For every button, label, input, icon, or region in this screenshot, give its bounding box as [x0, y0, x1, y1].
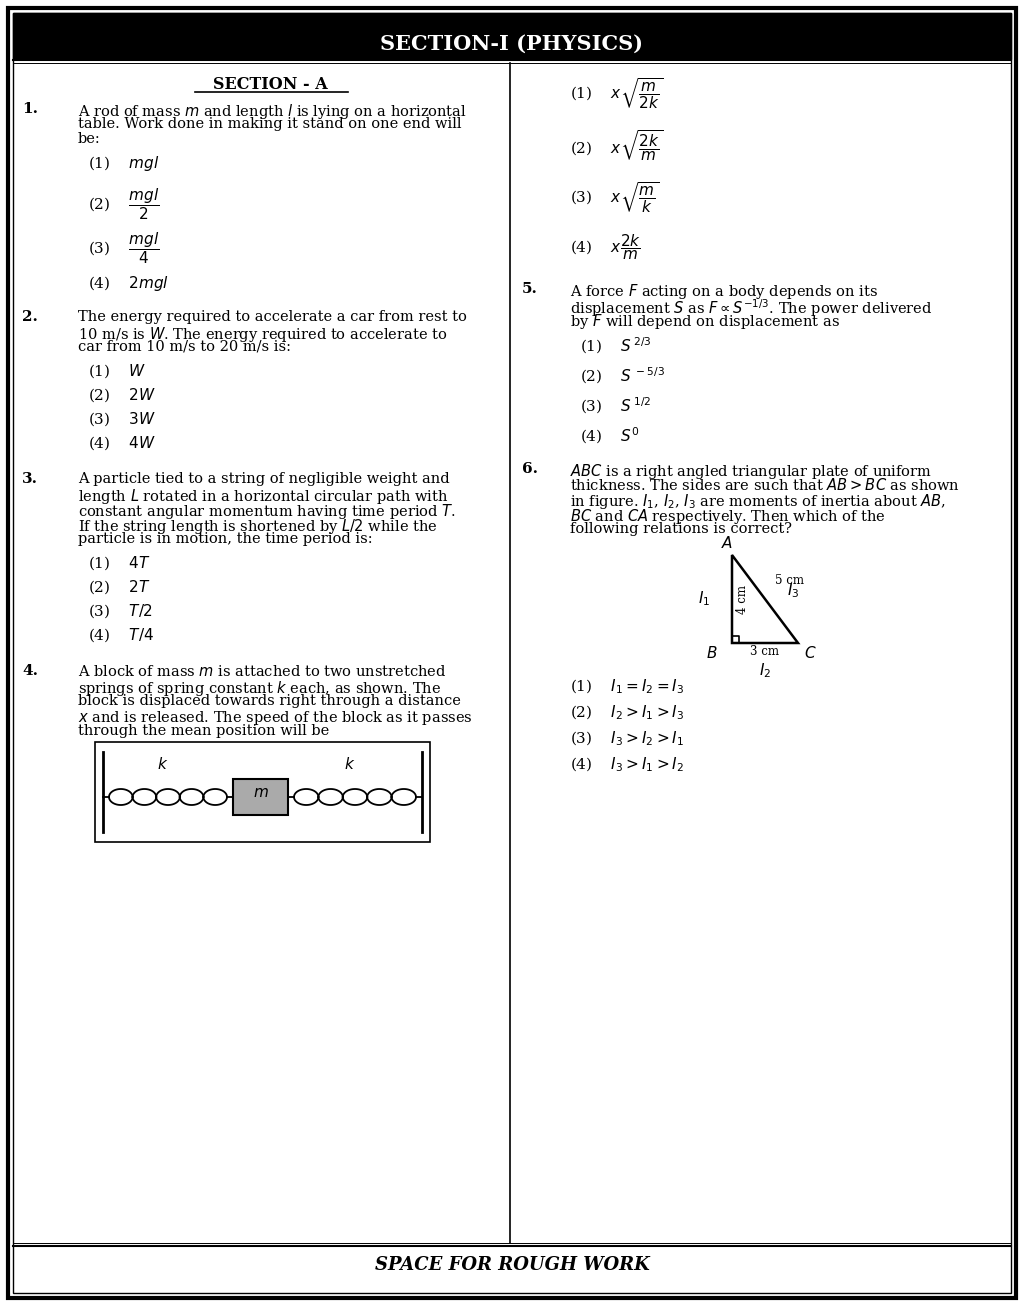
Text: (1)    $4T$: (1) $4T$	[88, 554, 151, 572]
Text: 1.: 1.	[22, 102, 38, 116]
Text: 4 cm: 4 cm	[735, 585, 749, 614]
Text: (3)    $S^{\,1/2}$: (3) $S^{\,1/2}$	[580, 396, 651, 417]
Text: $C$: $C$	[804, 645, 816, 661]
Text: 3.: 3.	[22, 471, 38, 486]
Text: $k$: $k$	[344, 756, 355, 772]
Text: $I_3$: $I_3$	[787, 581, 800, 601]
Text: 5.: 5.	[522, 282, 538, 296]
Text: (1)    $I_1 = I_2 = I_3$: (1) $I_1 = I_2 = I_3$	[570, 678, 684, 696]
Text: (1)    $mgl$: (1) $mgl$	[88, 154, 160, 172]
Text: (1)    $W$: (1) $W$	[88, 362, 146, 380]
Text: through the mean position will be: through the mean position will be	[78, 724, 330, 738]
Text: $B$: $B$	[707, 645, 718, 661]
Text: (4)    $I_3 > I_1 > I_2$: (4) $I_3 > I_1 > I_2$	[570, 756, 684, 774]
Text: The energy required to accelerate a car from rest to: The energy required to accelerate a car …	[78, 310, 467, 324]
Text: (4)    $4W$: (4) $4W$	[88, 434, 157, 452]
Text: (2)    $S^{\,-5/3}$: (2) $S^{\,-5/3}$	[580, 366, 665, 387]
Text: SPACE FOR ROUGH WORK: SPACE FOR ROUGH WORK	[375, 1256, 649, 1273]
Text: $A$: $A$	[721, 535, 733, 551]
Text: springs of spring constant $k$ each, as shown. The: springs of spring constant $k$ each, as …	[78, 679, 441, 697]
Text: following relations is correct?: following relations is correct?	[570, 522, 792, 535]
Bar	[233, 778, 288, 815]
Text: (4)    $T/4$: (4) $T/4$	[88, 626, 155, 644]
Text: be:: be:	[78, 132, 100, 146]
Text: (2)    $\dfrac{mgl}{2}$: (2) $\dfrac{mgl}{2}$	[88, 185, 160, 222]
Text: particle is in motion, the time period is:: particle is in motion, the time period i…	[78, 532, 373, 546]
Text: displacement $S$ as $F \propto S^{-1/3}$. The power delivered: displacement $S$ as $F \propto S^{-1/3}$…	[570, 296, 933, 319]
Text: car from 10 m/s to 20 m/s is:: car from 10 m/s to 20 m/s is:	[78, 340, 291, 354]
Text: table. Work done in making it stand on one end will: table. Work done in making it stand on o…	[78, 118, 462, 131]
Text: (3)    $T/2$: (3) $T/2$	[88, 602, 153, 619]
Text: (3)    $x\sqrt{\dfrac{m}{k}}$: (3) $x\sqrt{\dfrac{m}{k}}$	[570, 180, 659, 214]
Text: 3 cm: 3 cm	[751, 645, 779, 658]
Text: $x$ and is released. The speed of the block as it passes: $x$ and is released. The speed of the bl…	[78, 709, 472, 727]
Bar	[13, 13, 1011, 59]
Text: SECTION - A: SECTION - A	[213, 76, 328, 93]
Text: in figure. $I_1$, $I_2$, $I_3$ are moments of inertia about $AB$,: in figure. $I_1$, $I_2$, $I_3$ are momen…	[570, 492, 946, 511]
Text: A rod of mass $m$ and length $l$ is lying on a horizontal: A rod of mass $m$ and length $l$ is lyin…	[78, 102, 467, 121]
Text: (2)    $x\sqrt{\dfrac{2k}{m}}$: (2) $x\sqrt{\dfrac{2k}{m}}$	[570, 128, 664, 162]
Bar	[95, 742, 430, 842]
Text: block is displaced towards right through a distance: block is displaced towards right through…	[78, 693, 461, 708]
Text: (2)    $2T$: (2) $2T$	[88, 579, 151, 596]
Text: length $L$ rotated in a horizontal circular path with: length $L$ rotated in a horizontal circu…	[78, 487, 449, 505]
Text: $m$: $m$	[253, 786, 268, 801]
Text: (3)    $\dfrac{mgl}{4}$: (3) $\dfrac{mgl}{4}$	[88, 230, 160, 266]
Text: (1)    $x\sqrt{\dfrac{m}{2k}}$: (1) $x\sqrt{\dfrac{m}{2k}}$	[570, 76, 664, 111]
Text: $I_2$: $I_2$	[759, 661, 771, 679]
Text: 2.: 2.	[22, 310, 38, 324]
Text: (3)    $3W$: (3) $3W$	[88, 410, 157, 427]
Text: 10 m/s is $W$. The energy required to accelerate to: 10 m/s is $W$. The energy required to ac…	[78, 325, 447, 343]
Text: 6.: 6.	[522, 462, 538, 475]
Text: SECTION-I (PHYSICS): SECTION-I (PHYSICS)	[381, 34, 643, 54]
Text: 5 cm: 5 cm	[775, 575, 804, 588]
Text: (2)    $2W$: (2) $2W$	[88, 387, 157, 404]
Text: thickness. The sides are such that $AB > BC$ as shown: thickness. The sides are such that $AB >…	[570, 477, 961, 492]
Text: (4)    $x\dfrac{2k}{m}$: (4) $x\dfrac{2k}{m}$	[570, 232, 641, 261]
Text: (2)    $I_2 > I_1 > I_3$: (2) $I_2 > I_1 > I_3$	[570, 704, 684, 722]
Text: $ABC$ is a right angled triangular plate of uniform: $ABC$ is a right angled triangular plate…	[570, 462, 932, 481]
Text: (1)    $S^{\,2/3}$: (1) $S^{\,2/3}$	[580, 336, 652, 357]
Text: constant angular momentum having time period $T$.: constant angular momentum having time pe…	[78, 502, 456, 521]
Text: $BC$ and $CA$ respectively. Then which of the: $BC$ and $CA$ respectively. Then which o…	[570, 507, 886, 526]
Text: $k$: $k$	[158, 756, 169, 772]
Text: A block of mass $m$ is attached to two unstretched: A block of mass $m$ is attached to two u…	[78, 663, 446, 679]
Text: $I_1$: $I_1$	[697, 589, 710, 609]
Text: (4)    $S^{0}$: (4) $S^{0}$	[580, 426, 640, 447]
Text: A force $F$ acting on a body depends on its: A force $F$ acting on a body depends on …	[570, 282, 878, 300]
Text: 4.: 4.	[22, 663, 38, 678]
Text: (4)    $2mgl$: (4) $2mgl$	[88, 274, 169, 293]
Text: A particle tied to a string of negligible weight and: A particle tied to a string of negligibl…	[78, 471, 450, 486]
Text: (3)    $I_3 > I_2 > I_1$: (3) $I_3 > I_2 > I_1$	[570, 730, 684, 748]
Text: by $F$ will depend on displacement as: by $F$ will depend on displacement as	[570, 312, 840, 330]
Text: If the string length is shortened by $L/2$ while the: If the string length is shortened by $L/…	[78, 517, 437, 535]
